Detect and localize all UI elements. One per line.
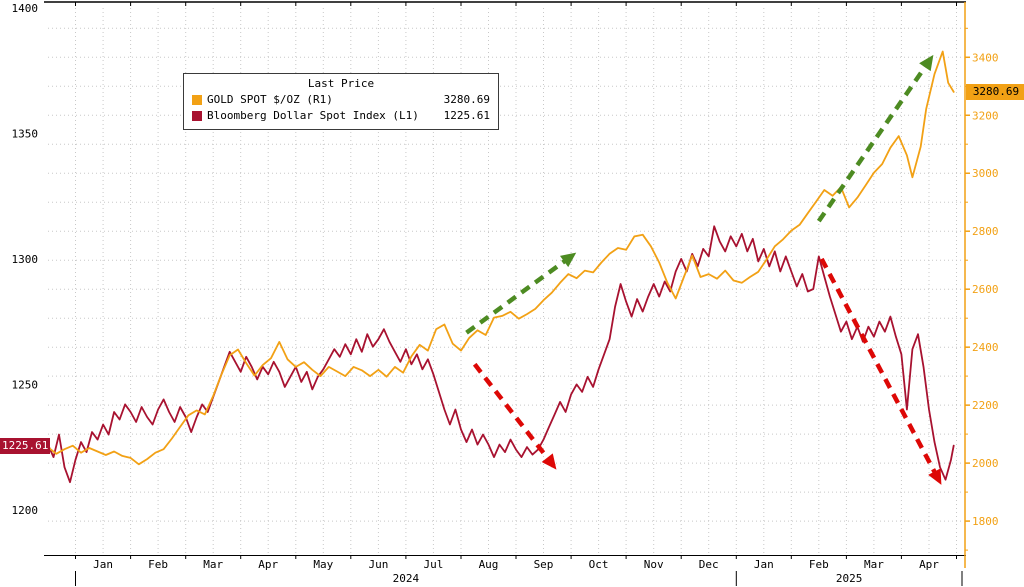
trend-arrow-gold-uptrend-2025: [816, 54, 934, 223]
gold-swatch-icon: [192, 95, 202, 105]
year-label: 2025: [836, 572, 863, 585]
legend-value-dollar: 1225.61: [443, 109, 490, 122]
month-tick-label: Feb: [809, 558, 829, 571]
legend-label-gold: GOLD SPOT $/OZ (R1): [207, 93, 333, 106]
month-tick-label: Jan: [93, 558, 113, 571]
trend-arrow-gold-uptrend-2024: [465, 252, 577, 335]
month-tick-label: Oct: [589, 558, 609, 571]
left-axis-tick-label: 1400: [12, 2, 39, 15]
right-axis-tick-label: 1800: [972, 515, 999, 528]
month-tick-label: Feb: [148, 558, 168, 571]
right-axis-last-price-badge: 3280.69: [966, 84, 1024, 100]
left-axis-tick-label: 1200: [12, 504, 39, 517]
month-tick-label: Aug: [479, 558, 499, 571]
month-tick-label: Jul: [423, 558, 443, 571]
legend-label-dollar: Bloomberg Dollar Spot Index (L1): [207, 109, 419, 122]
month-tick-label: Sep: [534, 558, 554, 571]
right-axis-tick-label: 3200: [972, 109, 999, 122]
right-axis-tick-label: 2400: [972, 341, 999, 354]
left-axis-tick-label: 1250: [12, 378, 39, 391]
series-line-dollar: [47, 225, 955, 484]
month-tick-label: Apr: [919, 558, 939, 571]
right-axis-tick-label: 3000: [972, 167, 999, 180]
left-axis-last-price-badge: 1225.61: [0, 438, 50, 454]
x-axis-labels: Jan Feb Mar Apr May Jun Jul Aug Sep Oct Nov Dec Jan F…: [75, 558, 963, 586]
series-line-gold: [47, 50, 955, 466]
month-tick-label: May: [313, 558, 333, 571]
month-tick-label: Jan: [754, 558, 774, 571]
legend-value-gold: 3280.69: [443, 93, 490, 106]
left-axis-tick-label: 1300: [12, 253, 39, 266]
right-axis-tick-label: 2000: [972, 457, 999, 470]
trend-arrow-dollar-downtrend-2025: [819, 257, 942, 485]
legend-title: Last Price: [307, 77, 375, 90]
month-tick-label: Jun: [368, 558, 388, 571]
legend-row-dollar: Bloomberg Dollar Spot Index (L1) 1225.61: [192, 108, 490, 124]
month-tick-label: Dec: [699, 558, 719, 571]
right-axis-tick-label: 2200: [972, 399, 999, 412]
dollar-swatch-icon: [192, 111, 202, 121]
right-axis-tick-label: 3400: [972, 51, 999, 64]
month-tick-label: Nov: [644, 558, 664, 571]
month-tick-label: Mar: [203, 558, 223, 571]
legend: Last Price GOLD SPOT $/OZ (R1) 3280.69 B…: [183, 73, 499, 130]
right-axis-tick-label: 2600: [972, 283, 999, 296]
right-axis: 1800 2000 2200 2400 2600 2800 3000 3200 3400: [965, 27, 999, 551]
axis-frame: [44, 1, 966, 568]
trend-arrow-dollar-downtrend-2024: [472, 362, 557, 470]
left-axis: 1200 1250 1300 1350 1400: [12, 2, 39, 517]
legend-row-gold: GOLD SPOT $/OZ (R1) 3280.69: [192, 92, 490, 108]
right-axis-tick-label: 2800: [972, 225, 999, 238]
month-tick-label: Apr: [258, 558, 278, 571]
left-axis-tick-label: 1350: [12, 128, 39, 141]
month-tick-label: Mar: [864, 558, 884, 571]
year-label: 2024: [393, 572, 420, 585]
